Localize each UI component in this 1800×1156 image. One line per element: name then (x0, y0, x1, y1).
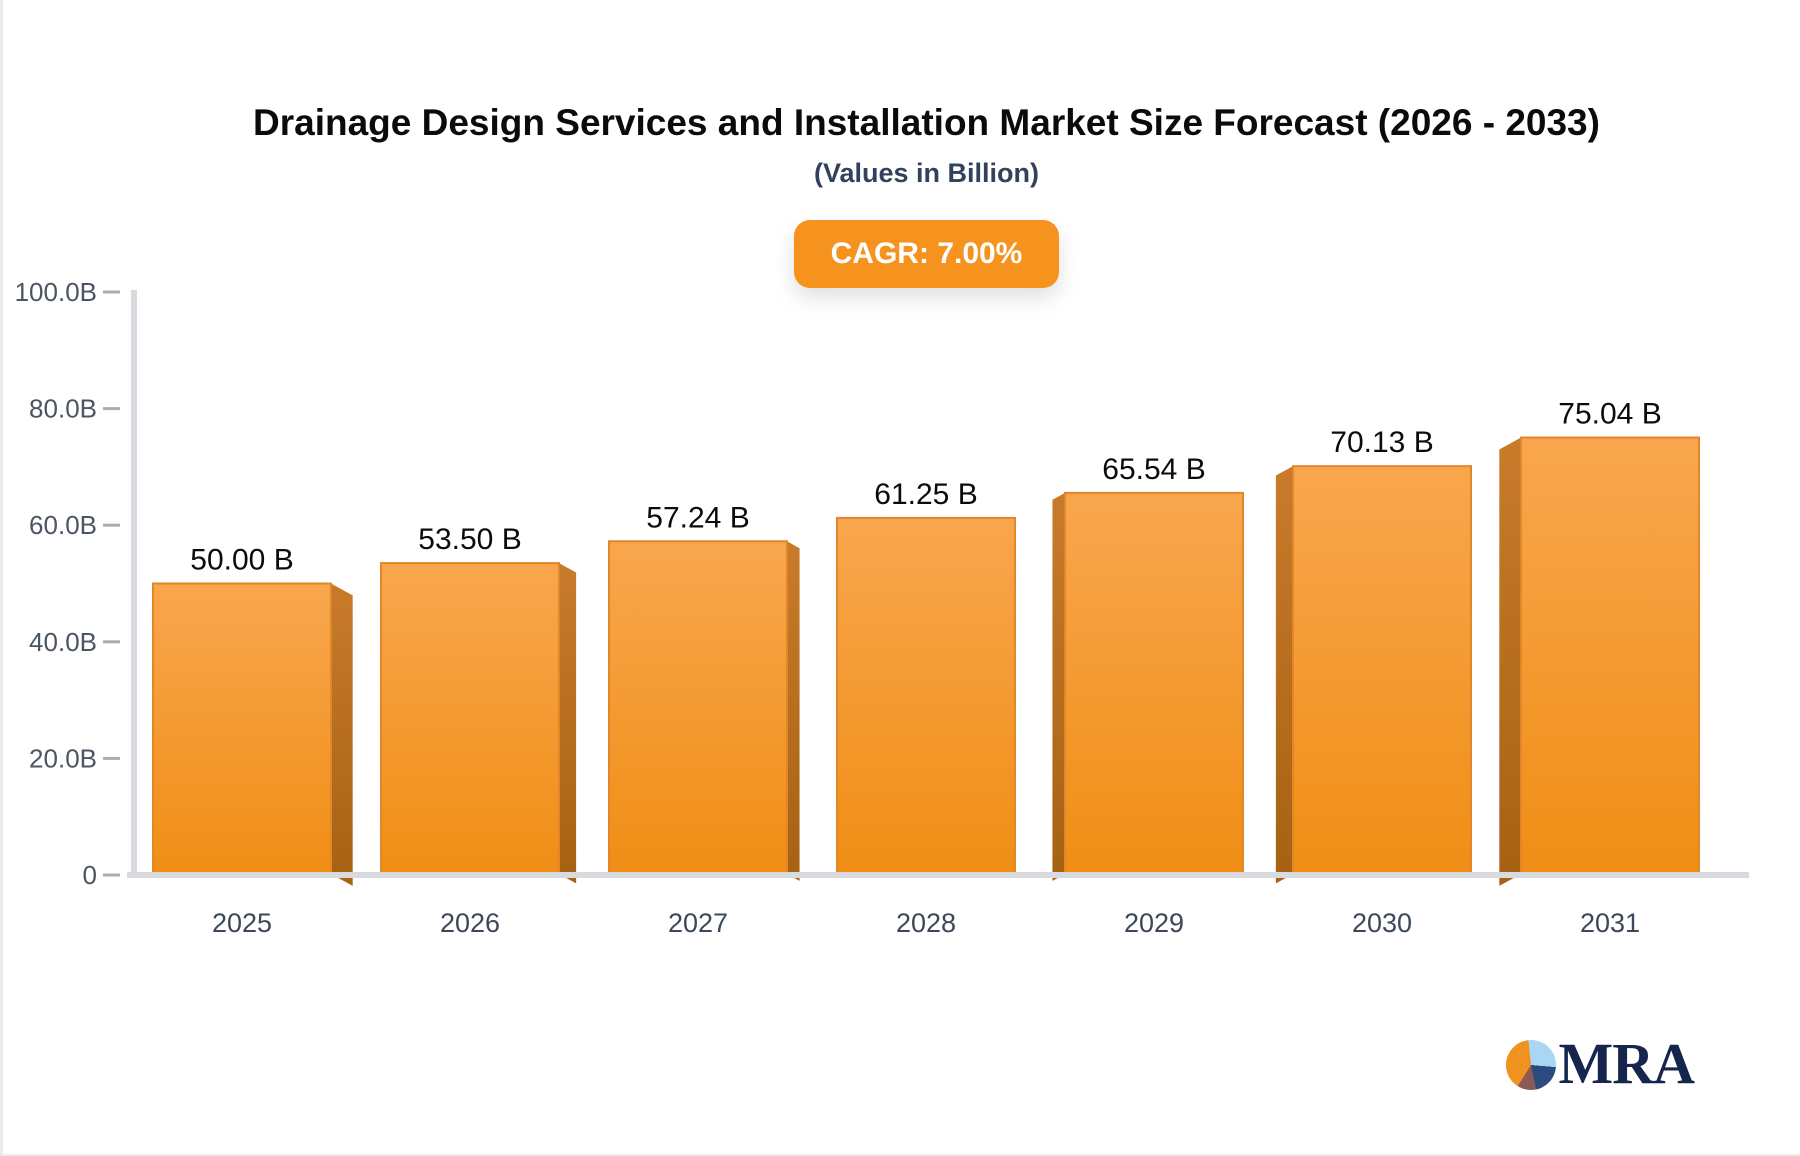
bar-side-face (1499, 437, 1521, 886)
y-axis-label: 60.0B (29, 510, 97, 540)
y-axis-tick (103, 523, 120, 527)
bar-2029 (1052, 491, 1244, 881)
y-axis-label: 20.0B (29, 743, 97, 773)
bar-2030 (1275, 465, 1472, 884)
bar-side-face (331, 583, 353, 886)
bar-2031 (1499, 436, 1700, 886)
bar-front-face (152, 582, 332, 875)
x-axis-label: 2027 (668, 908, 728, 938)
bar-front-face (380, 562, 560, 875)
chart-title: Drainage Design Services and Installatio… (253, 102, 1600, 143)
bar-front-face (1292, 465, 1472, 875)
bar-side-face (787, 541, 800, 881)
pie-chart-logo-icon (1506, 1040, 1557, 1090)
x-axis-label: 2025 (212, 908, 272, 938)
bar-2028 (836, 516, 1016, 875)
bar-2027 (608, 540, 800, 881)
chart-header: Drainage Design Services and Installatio… (53, 100, 1800, 288)
x-axis-label: 2031 (1580, 908, 1640, 938)
bar-value-label: 61.25 B (874, 478, 977, 511)
y-axis-label: 80.0B (29, 394, 97, 424)
bar-value-label: 65.54 B (1102, 453, 1205, 486)
chart-subtitle: (Values in Billion) (813, 158, 1040, 188)
x-axis-label: 2029 (1124, 908, 1184, 938)
cagr-badge: CAGR: 7.00% (793, 220, 1060, 288)
y-axis-line (131, 290, 137, 878)
bar-value-label: 75.04 B (1558, 398, 1661, 431)
bar-value-label: 70.13 B (1330, 426, 1433, 459)
y-axis-label: 0 (83, 860, 97, 890)
bar-side-face (1052, 492, 1065, 881)
bar-side-face (1275, 466, 1293, 884)
bar-front-face (1520, 436, 1700, 875)
bar-value-label: 53.50 B (418, 523, 521, 556)
brand-logo: MRA (1506, 1031, 1695, 1096)
x-axis-label: 2028 (896, 908, 956, 938)
bar-2026 (380, 562, 577, 884)
bar-front-face (836, 516, 1016, 875)
x-axis-label: 2026 (440, 908, 500, 938)
x-axis-line (127, 872, 1749, 878)
y-axis-label: 40.0B (29, 627, 97, 657)
y-axis-tick (103, 640, 120, 644)
bar-front-face (608, 540, 788, 875)
bar-value-label: 57.24 B (646, 501, 749, 534)
brand-text: MRA (1558, 1031, 1695, 1096)
y-axis-label: 100.0B (15, 277, 97, 307)
bar-front-face (1064, 491, 1244, 875)
y-axis-tick (103, 290, 120, 294)
bar-2025 (152, 582, 353, 886)
y-axis-tick (103, 407, 120, 411)
bar-chart: 0 20.0B 40.0B 60.0B 80.0B 100.0B 2025 50.00 B 20… (15, 277, 1749, 938)
y-axis-tick (103, 756, 120, 760)
bar-side-face (559, 563, 577, 884)
bar-value-label: 50.00 B (190, 544, 293, 577)
y-axis-tick (103, 873, 120, 877)
x-axis-label: 2030 (1352, 908, 1412, 938)
